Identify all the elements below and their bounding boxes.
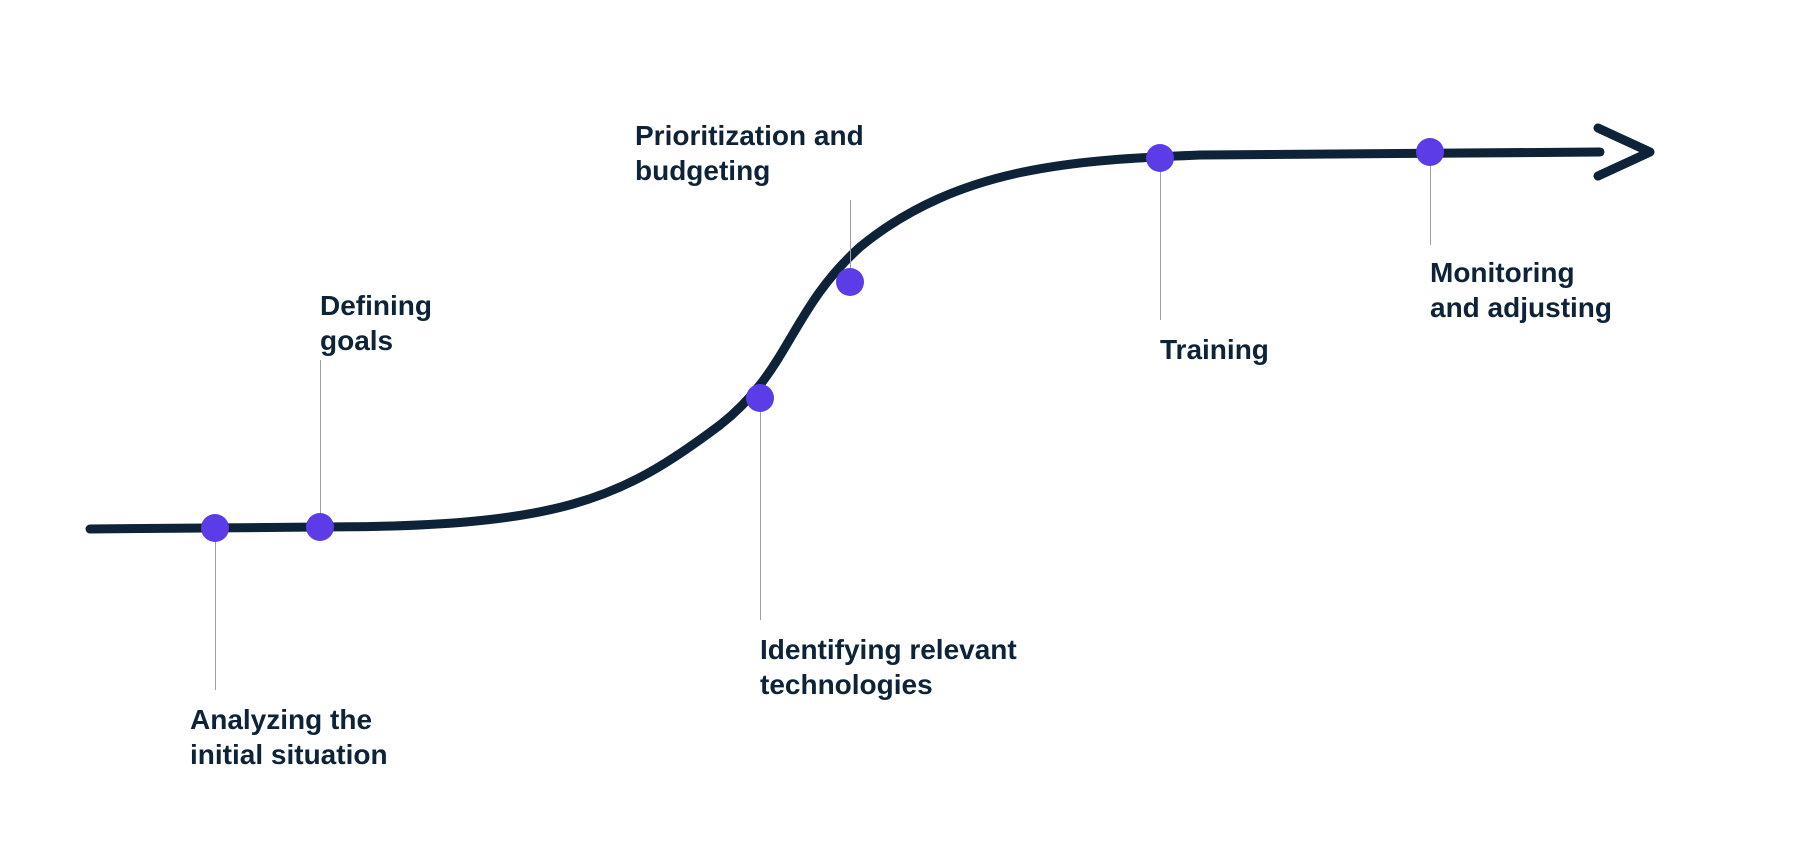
marker-defining-goals: [306, 513, 334, 541]
s-curve-path: [90, 152, 1600, 529]
connector-analyzing: [215, 528, 216, 690]
label-analyzing: Analyzing the initial situation: [190, 702, 388, 772]
marker-training: [1146, 144, 1174, 172]
marker-analyzing: [201, 514, 229, 542]
label-training: Training: [1160, 332, 1269, 367]
marker-monitoring: [1416, 138, 1444, 166]
connector-defining-goals: [320, 360, 321, 527]
label-monitoring: Monitoring and adjusting: [1430, 255, 1612, 325]
arrow-head: [1598, 128, 1650, 176]
connector-identifying-tech: [760, 398, 761, 620]
label-identifying-tech: Identifying relevant technologies: [760, 632, 1017, 702]
s-curve-diagram: Analyzing the initial situation Defining …: [0, 0, 1800, 860]
label-prioritization: Prioritization and budgeting: [635, 118, 864, 188]
label-defining-goals: Defining goals: [320, 288, 432, 358]
marker-identifying-tech: [746, 384, 774, 412]
marker-prioritization: [836, 268, 864, 296]
connector-training: [1160, 158, 1161, 320]
